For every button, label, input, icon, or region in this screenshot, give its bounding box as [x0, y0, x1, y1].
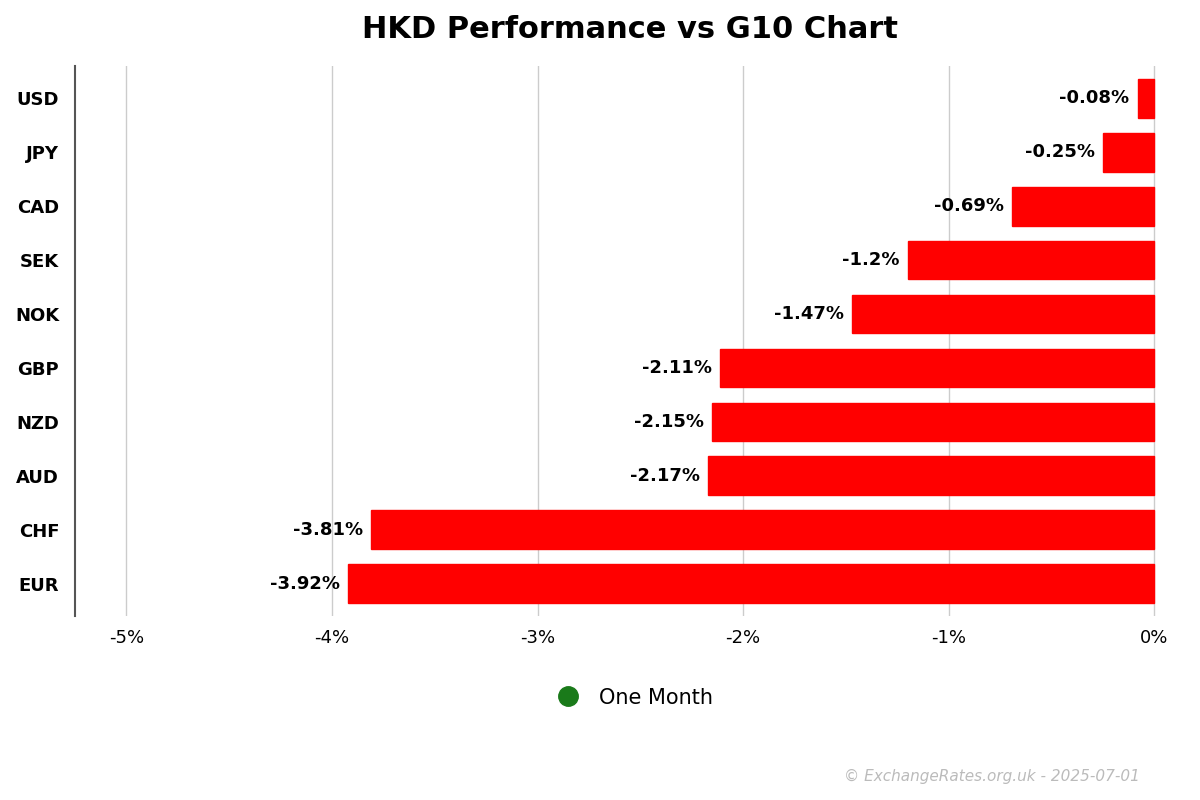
Text: -2.11%: -2.11% [642, 359, 713, 377]
Text: -1.2%: -1.2% [842, 251, 899, 269]
Bar [371, 510, 1154, 550]
Bar [1013, 186, 1154, 226]
Text: -0.69%: -0.69% [934, 197, 1004, 215]
Title: HKD Performance vs G10 Chart: HKD Performance vs G10 Chart [362, 15, 898, 44]
Bar [720, 349, 1154, 387]
Text: -3.81%: -3.81% [293, 521, 362, 539]
Legend: One Month: One Month [539, 679, 721, 716]
Bar [907, 241, 1154, 279]
Text: -0.08%: -0.08% [1060, 89, 1129, 107]
Bar [713, 402, 1154, 442]
Bar [1138, 78, 1154, 118]
Text: -1.47%: -1.47% [774, 305, 844, 323]
Text: -2.17%: -2.17% [630, 467, 700, 485]
Bar [348, 565, 1154, 603]
Bar [708, 457, 1154, 495]
Text: © ExchangeRates.org.uk - 2025-07-01: © ExchangeRates.org.uk - 2025-07-01 [844, 769, 1140, 784]
Text: -0.25%: -0.25% [1025, 143, 1094, 161]
Text: -3.92%: -3.92% [270, 575, 341, 593]
Bar [1103, 133, 1154, 171]
Bar [852, 294, 1154, 334]
Text: -2.15%: -2.15% [634, 413, 704, 431]
